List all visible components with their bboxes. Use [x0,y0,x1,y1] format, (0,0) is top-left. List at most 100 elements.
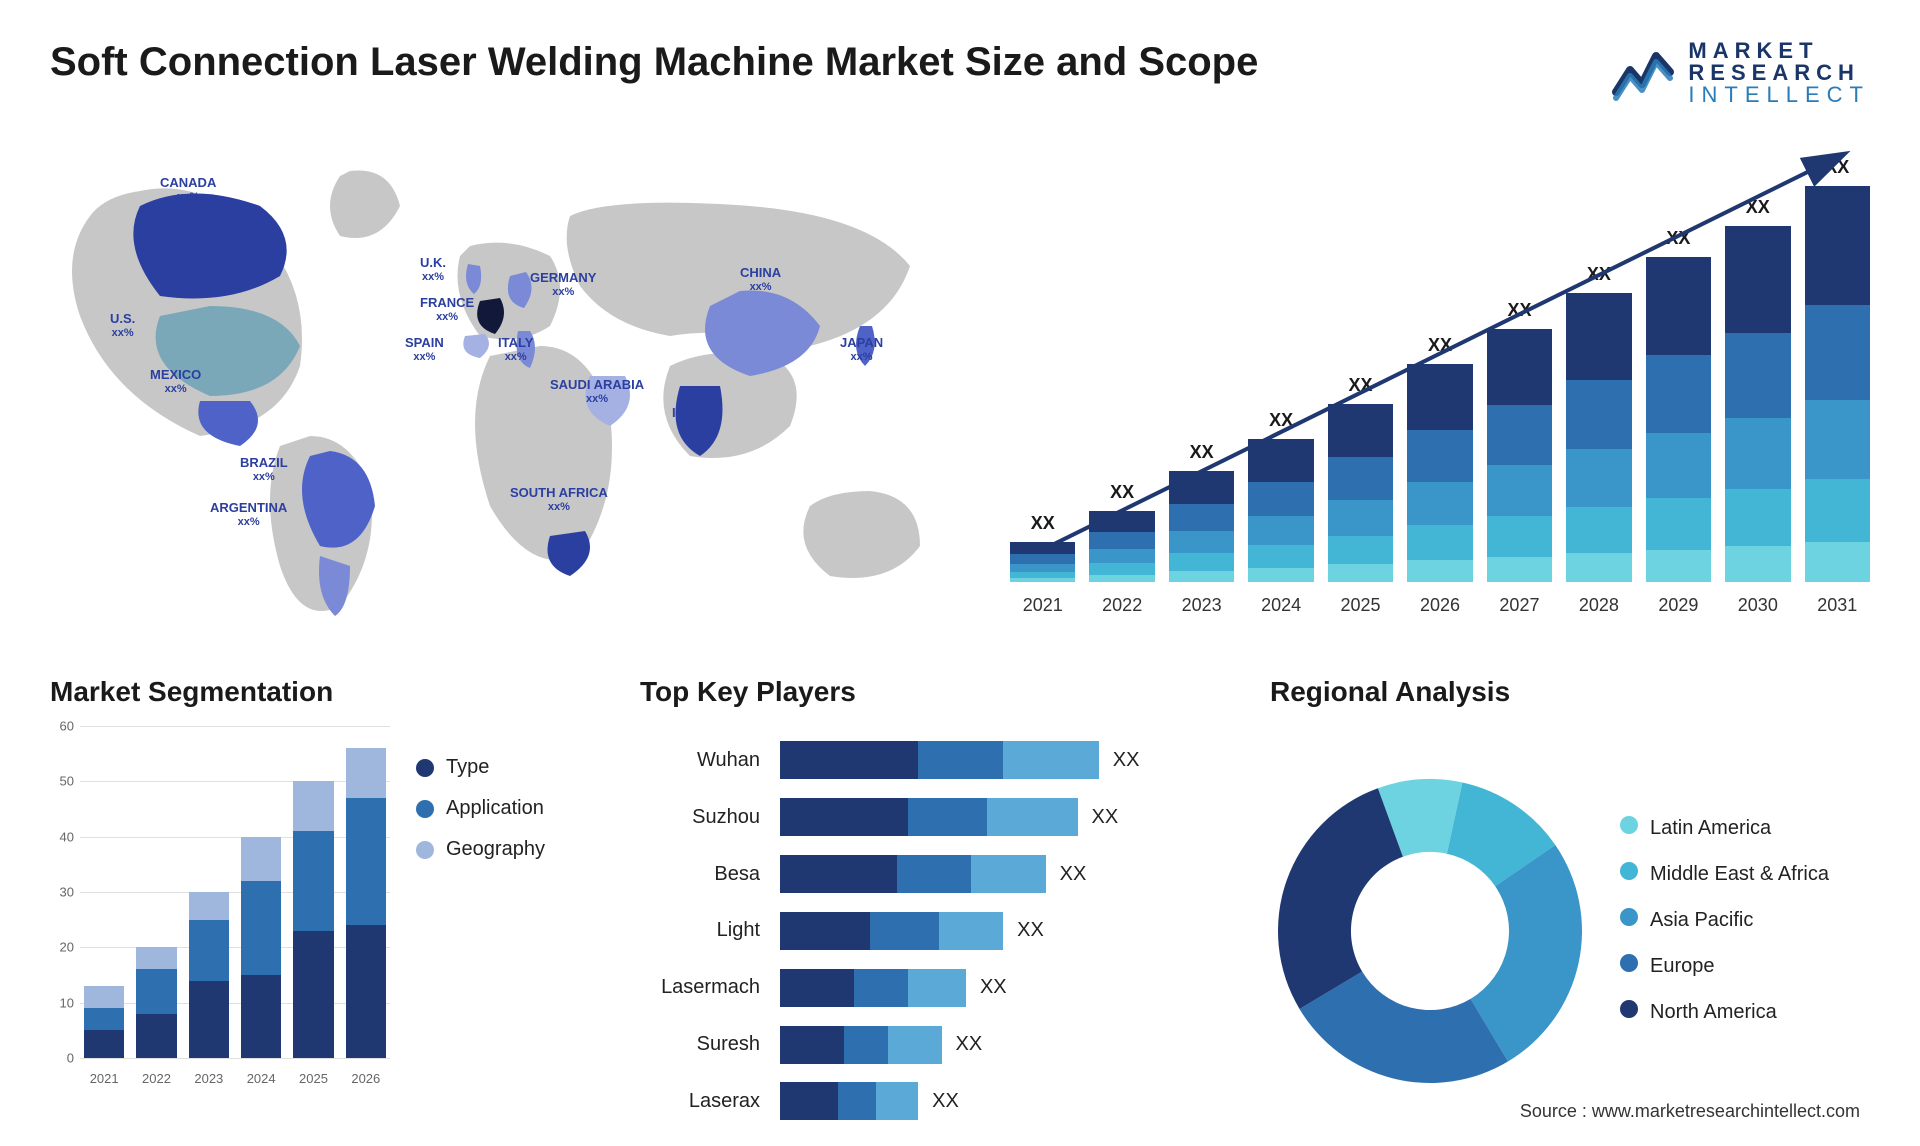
map-country-label: MEXICOxx% [150,368,201,396]
player-bar-row: XX [780,798,1240,836]
seg-legend-item: Geography [416,838,610,861]
growth-bar: XX [1169,442,1234,582]
seg-bar [136,947,176,1058]
region-legend-item: Latin America [1620,816,1870,840]
map-country-label: SAUDI ARABIAxx% [550,378,644,406]
growth-bar-year: 2029 [1646,595,1711,616]
map-country-label: U.K.xx% [420,256,446,284]
segmentation-chart: 0102030405060 202120222023202420252026 [50,726,390,1136]
growth-bar-value: XX [1349,375,1373,396]
region-legend-item: Europe [1620,954,1870,978]
seg-bar [84,986,124,1058]
regional-panel: Regional Analysis Latin AmericaMiddle Ea… [1270,676,1870,1136]
player-value: XX [956,1033,983,1056]
player-bar-row: XX [780,969,1240,1007]
player-value: XX [1017,919,1044,942]
map-country-label: GERMANYxx% [530,271,596,299]
regional-donut [1270,771,1590,1091]
map-country-label: ARGENTINAxx% [210,501,287,529]
growth-bar: XX [1566,264,1631,582]
seg-xlabel: 2021 [84,1071,124,1086]
player-bar-row: XX [780,912,1240,950]
growth-bar-value: XX [1825,157,1849,178]
map-country-label: SPAINxx% [405,336,444,364]
player-value: XX [980,976,1007,999]
top-row: CANADAxx%U.S.xx%MEXICOxx%BRAZILxx%ARGENT… [50,136,1870,646]
logo-text-2: RESEARCH [1688,62,1870,84]
map-country-label: CANADAxx% [160,176,216,204]
growth-bar: XX [1725,197,1790,582]
seg-legend-item: Type [416,756,610,779]
header: Soft Connection Laser Welding Machine Ma… [50,40,1870,106]
brand-logo: MARKET RESEARCH INTELLECT [1612,40,1870,106]
seg-bar [293,781,333,1058]
player-bar-row: XX [780,1082,1240,1120]
player-value: XX [1092,806,1119,829]
growth-bar: XX [1487,300,1552,582]
regional-legend: Latin AmericaMiddle East & AfricaAsia Pa… [1620,816,1870,1046]
seg-bar [189,892,229,1058]
players-labels: WuhanSuzhouBesaLightLasermachSureshLaser… [640,726,760,1136]
map-country-label: JAPANxx% [840,336,883,364]
growth-bar-value: XX [1428,335,1452,356]
map-country-label: FRANCExx% [420,296,474,324]
seg-xlabel: 2022 [136,1071,176,1086]
growth-bar-year: 2030 [1725,595,1790,616]
bottom-row: Market Segmentation 0102030405060 202120… [50,676,1870,1136]
source-attribution: Source : www.marketresearchintellect.com [1520,1101,1860,1122]
growth-bar-year: 2022 [1089,595,1154,616]
growth-bar-value: XX [1269,410,1293,431]
seg-ytick: 0 [67,1051,74,1066]
seg-ytick: 50 [60,774,74,789]
player-name: Suresh [640,1033,760,1056]
growth-bar-chart: XX XX XX XX XX XX XX XX XX XX XX 2021 2022 2023 2024 2… [1010,136,1870,616]
seg-legend-item: Application [416,797,610,820]
player-value: XX [1113,749,1140,772]
players-panel: Top Key Players WuhanSuzhouBesaLightLase… [640,676,1240,1136]
player-bar-row: XX [780,741,1240,779]
growth-bar-year: 2031 [1805,595,1870,616]
growth-bar: XX [1328,375,1393,582]
growth-bar: XX [1805,157,1870,582]
world-map-panel: CANADAxx%U.S.xx%MEXICOxx%BRAZILxx%ARGENT… [50,136,950,646]
map-country-label: CHINAxx% [740,266,781,294]
seg-bar [346,748,386,1058]
player-bar-row: XX [780,855,1240,893]
growth-bar-year: 2021 [1010,595,1075,616]
growth-bar-value: XX [1110,482,1134,503]
growth-bar-value: XX [1031,513,1055,534]
logo-mark-icon [1612,42,1674,104]
growth-bar-value: XX [1587,264,1611,285]
map-country-label: INDIAxx% [672,406,707,434]
region-legend-item: Asia Pacific [1620,908,1870,932]
segmentation-title: Market Segmentation [50,676,610,708]
segmentation-panel: Market Segmentation 0102030405060 202120… [50,676,610,1136]
map-country-label: ITALYxx% [498,336,533,364]
growth-bar: XX [1089,482,1154,582]
map-country-label: U.S.xx% [110,312,135,340]
players-bars: XX XX XX XX XX XX XX [780,726,1240,1136]
growth-bar-year: 2023 [1169,595,1234,616]
growth-bar: XX [1248,410,1313,582]
growth-bar-year: 2026 [1407,595,1472,616]
players-title: Top Key Players [640,676,1240,708]
player-name: Lasermach [640,976,760,999]
growth-bar-value: XX [1666,228,1690,249]
growth-bar: XX [1010,513,1075,582]
seg-ytick: 30 [60,885,74,900]
seg-xlabel: 2025 [293,1071,333,1086]
player-name: Laserax [640,1090,760,1113]
seg-ytick: 40 [60,829,74,844]
growth-bar-value: XX [1190,442,1214,463]
growth-bar: XX [1646,228,1711,582]
page-title: Soft Connection Laser Welding Machine Ma… [50,40,1258,85]
growth-bar-year: 2028 [1566,595,1631,616]
player-value: XX [1060,863,1087,886]
seg-ytick: 10 [60,995,74,1010]
segmentation-legend: Type Application Geography [416,726,610,1136]
seg-xlabel: 2024 [241,1071,281,1086]
growth-bar-year: 2025 [1328,595,1393,616]
logo-text-1: MARKET [1688,40,1870,62]
growth-bar-year: 2024 [1248,595,1313,616]
region-legend-item: North America [1620,1000,1870,1024]
